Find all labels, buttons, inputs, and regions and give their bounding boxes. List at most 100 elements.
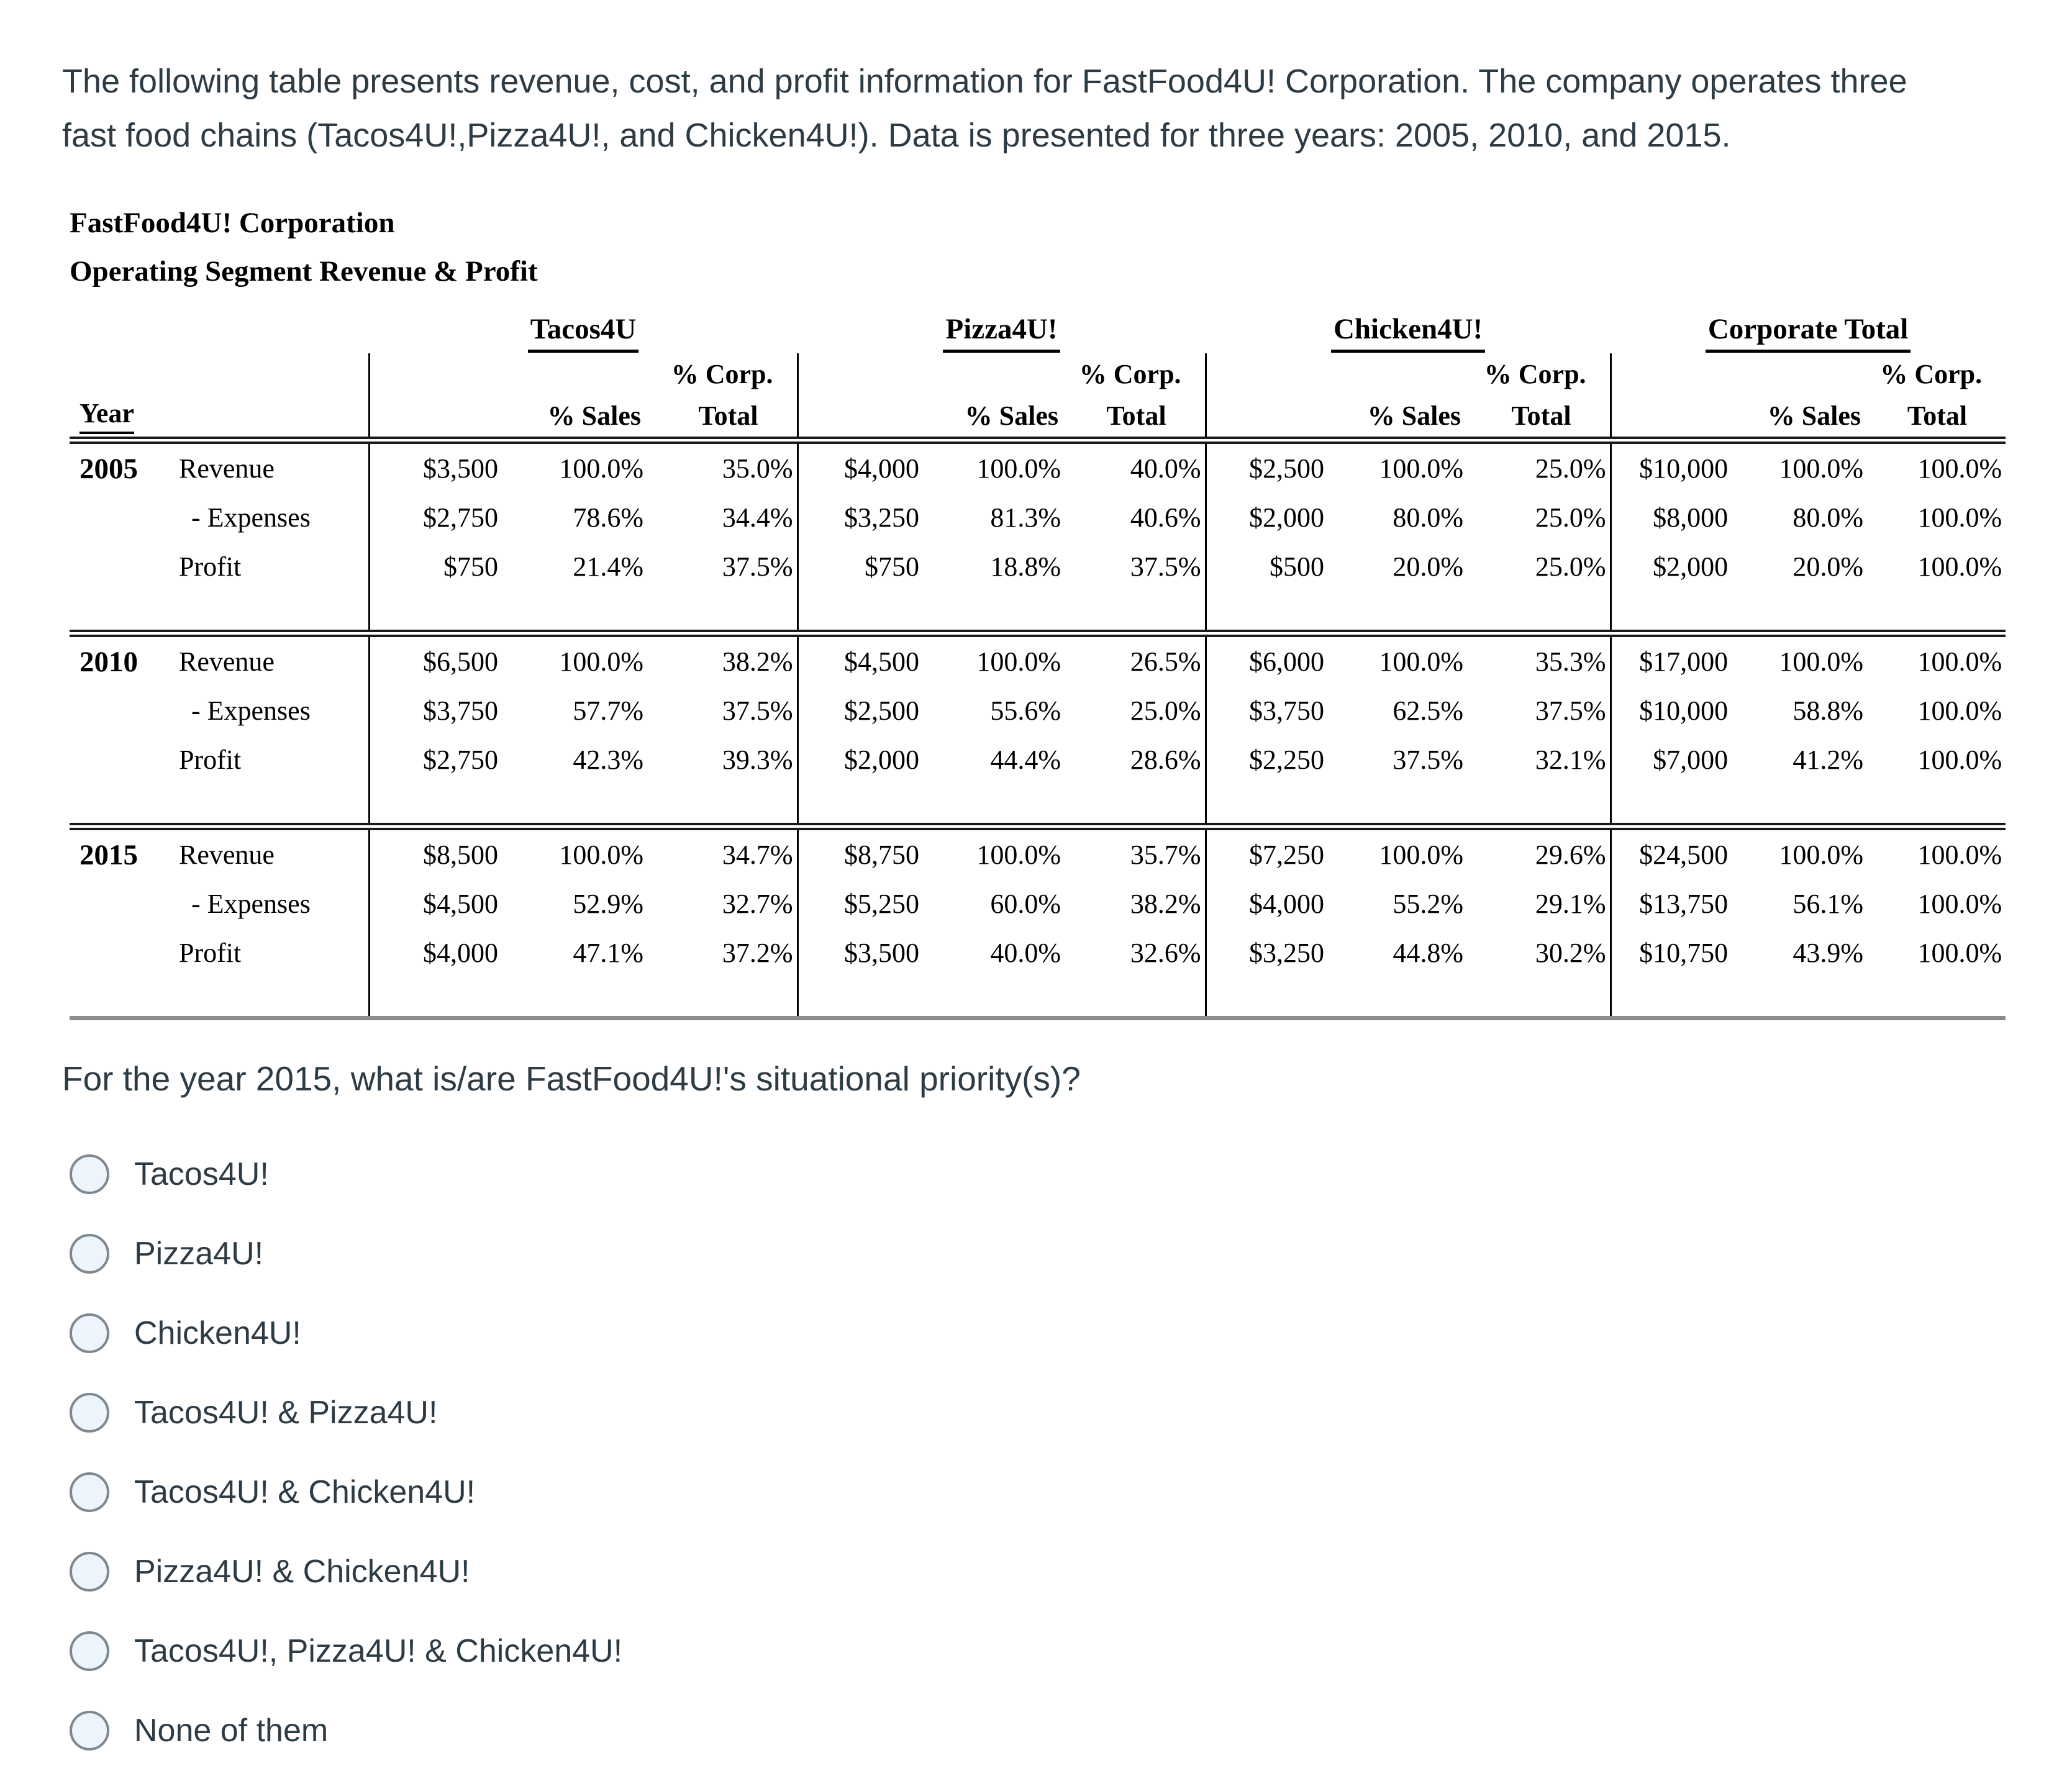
total-header: Total xyxy=(1871,394,2006,444)
value-cell: 60.0% xyxy=(990,889,1061,919)
group-header-tacos: Tacos4U xyxy=(369,312,797,353)
table-row: 2005 Revenue $3,500 100.0% 35.0% $4,000 100.0%… xyxy=(70,440,2006,493)
answer-option-6[interactable]: Pizza4U! & Chicken4U! xyxy=(70,1552,2072,1592)
value-cell: 80.0% xyxy=(1393,502,1464,533)
value-cell: 100.0% xyxy=(1379,840,1464,870)
option-label: Tacos4U! xyxy=(134,1156,269,1192)
answer-option-1[interactable]: Tacos4U! xyxy=(70,1154,2072,1194)
radio-button-icon[interactable] xyxy=(70,1711,109,1751)
year-cell xyxy=(70,542,176,591)
answer-option-4[interactable]: Tacos4U! & Pizza4U! xyxy=(70,1393,2072,1433)
total-header: Total xyxy=(1471,394,1612,444)
table-row: Profit $2,750 42.3% 39.3% $2,000 44.4% 28.6% $2… xyxy=(70,735,2006,784)
radio-button-icon[interactable] xyxy=(70,1313,109,1353)
group-header-pizza: Pizza4U! xyxy=(797,312,1206,353)
row-label: - Expenses xyxy=(176,686,370,735)
total-header: Total xyxy=(1068,394,1207,444)
value-cell: 40.0% xyxy=(990,938,1061,968)
value-cell: 78.6% xyxy=(573,502,643,533)
radio-button-icon[interactable] xyxy=(70,1234,109,1274)
value-cell: 25.0% xyxy=(1471,542,1612,591)
value-cell: $3,250 xyxy=(1249,938,1325,968)
value-cell: $2,750 xyxy=(423,502,498,533)
value-cell: 35.0% xyxy=(651,440,799,493)
value-cell: 25.0% xyxy=(1068,686,1207,735)
value-cell: $500 xyxy=(1270,551,1325,582)
value-cell: $13,750 xyxy=(1639,889,1729,919)
intro-line-2: fast food chains (Tacos4U!,Pizza4U!, and… xyxy=(62,117,1731,154)
row-label: Profit xyxy=(176,542,370,591)
value-cell: 32.6% xyxy=(1068,928,1207,977)
value-cell: 55.6% xyxy=(990,695,1061,726)
value-cell: 56.1% xyxy=(1793,889,1864,919)
value-cell: $4,500 xyxy=(423,889,498,919)
value-cell: 100.0% xyxy=(1917,453,2002,484)
value-cell: 100.0% xyxy=(1917,551,2002,582)
value-cell: 29.6% xyxy=(1471,827,1612,879)
option-label: Tacos4U! & Pizza4U! xyxy=(134,1395,438,1431)
value-cell: 100.0% xyxy=(1917,502,2002,533)
option-label: Tacos4U! & Chicken4U! xyxy=(134,1474,476,1510)
value-cell: 39.3% xyxy=(651,735,799,784)
value-cell: $7,000 xyxy=(1653,745,1729,775)
value-cell: 37.5% xyxy=(651,542,799,591)
value-cell: 100.0% xyxy=(1379,646,1464,677)
value-cell: 100.0% xyxy=(559,453,643,484)
value-cell: 55.2% xyxy=(1393,889,1464,919)
value-cell: 38.2% xyxy=(1068,879,1207,928)
value-cell: 35.3% xyxy=(1471,633,1612,686)
value-cell: 100.0% xyxy=(976,840,1061,870)
value-cell: $4,500 xyxy=(844,646,920,677)
table-row: 2015 Revenue $8,500 100.0% 34.7% $8,750 100.0%… xyxy=(70,827,2006,879)
value-cell: 26.5% xyxy=(1068,633,1207,686)
value-cell: 100.0% xyxy=(1379,453,1464,484)
radio-button-icon[interactable] xyxy=(70,1631,109,1671)
value-cell: 44.8% xyxy=(1393,938,1464,968)
value-cell: 100.0% xyxy=(1779,453,1864,484)
value-cell: 37.5% xyxy=(1068,542,1207,591)
answer-option-2[interactable]: Pizza4U! xyxy=(70,1234,2072,1274)
answer-option-3[interactable]: Chicken4U! xyxy=(70,1313,2072,1353)
value-cell: $2,000 xyxy=(1653,551,1729,582)
year-cell: 2010 xyxy=(80,645,138,678)
radio-button-icon[interactable] xyxy=(70,1552,109,1592)
value-cell: $7,250 xyxy=(1249,840,1325,870)
value-cell: $6,500 xyxy=(423,646,498,677)
radio-button-icon[interactable] xyxy=(70,1154,109,1194)
value-cell: 21.4% xyxy=(573,551,643,582)
answer-option-5[interactable]: Tacos4U! & Chicken4U! xyxy=(70,1472,2072,1512)
value-cell: 30.2% xyxy=(1471,928,1612,977)
financial-table-section: FastFood4U! Corporation Operating Segmen… xyxy=(70,199,2072,1020)
value-cell: 100.0% xyxy=(1917,840,2002,870)
question-text: For the year 2015, what is/are FastFood4… xyxy=(62,1059,1081,1098)
value-cell: 32.1% xyxy=(1471,735,1612,784)
value-cell: 40.0% xyxy=(1068,440,1207,493)
value-cell: $24,500 xyxy=(1639,840,1729,870)
pct-sales-header: % Sales xyxy=(1739,394,1871,444)
answer-option-7[interactable]: Tacos4U!, Pizza4U! & Chicken4U! xyxy=(70,1631,2072,1671)
answer-options: Tacos4U! Pizza4U! Chicken4U! Tacos4U! & Piz… xyxy=(70,1154,2072,1751)
value-cell: $3,500 xyxy=(423,453,498,484)
answer-option-8[interactable]: None of them xyxy=(70,1711,2072,1751)
value-cell: 100.0% xyxy=(1917,938,2002,968)
value-cell: 32.7% xyxy=(651,879,799,928)
radio-button-icon[interactable] xyxy=(70,1472,109,1512)
value-cell: $2,500 xyxy=(844,695,920,726)
value-cell: 18.8% xyxy=(990,551,1061,582)
total-header: Total xyxy=(651,394,799,444)
option-label: Pizza4U! & Chicken4U! xyxy=(134,1554,470,1590)
value-cell: $2,500 xyxy=(1249,453,1325,484)
value-cell: $6,000 xyxy=(1249,646,1325,677)
value-cell: 34.7% xyxy=(651,827,799,879)
value-cell: 100.0% xyxy=(976,453,1061,484)
table-row: 2010 Revenue $6,500 100.0% 38.2% $4,500 100.0%… xyxy=(70,633,2006,686)
radio-button-icon[interactable] xyxy=(70,1393,109,1433)
value-cell: 62.5% xyxy=(1393,695,1464,726)
value-cell: $2,750 xyxy=(423,745,498,775)
value-cell: $750 xyxy=(443,551,498,582)
value-cell: 37.2% xyxy=(651,928,799,977)
value-cell: 37.5% xyxy=(651,686,799,735)
value-cell: 80.0% xyxy=(1793,502,1864,533)
row-label: Revenue xyxy=(176,633,370,686)
group-header-corporate-total: Corporate Total xyxy=(1611,312,2006,353)
